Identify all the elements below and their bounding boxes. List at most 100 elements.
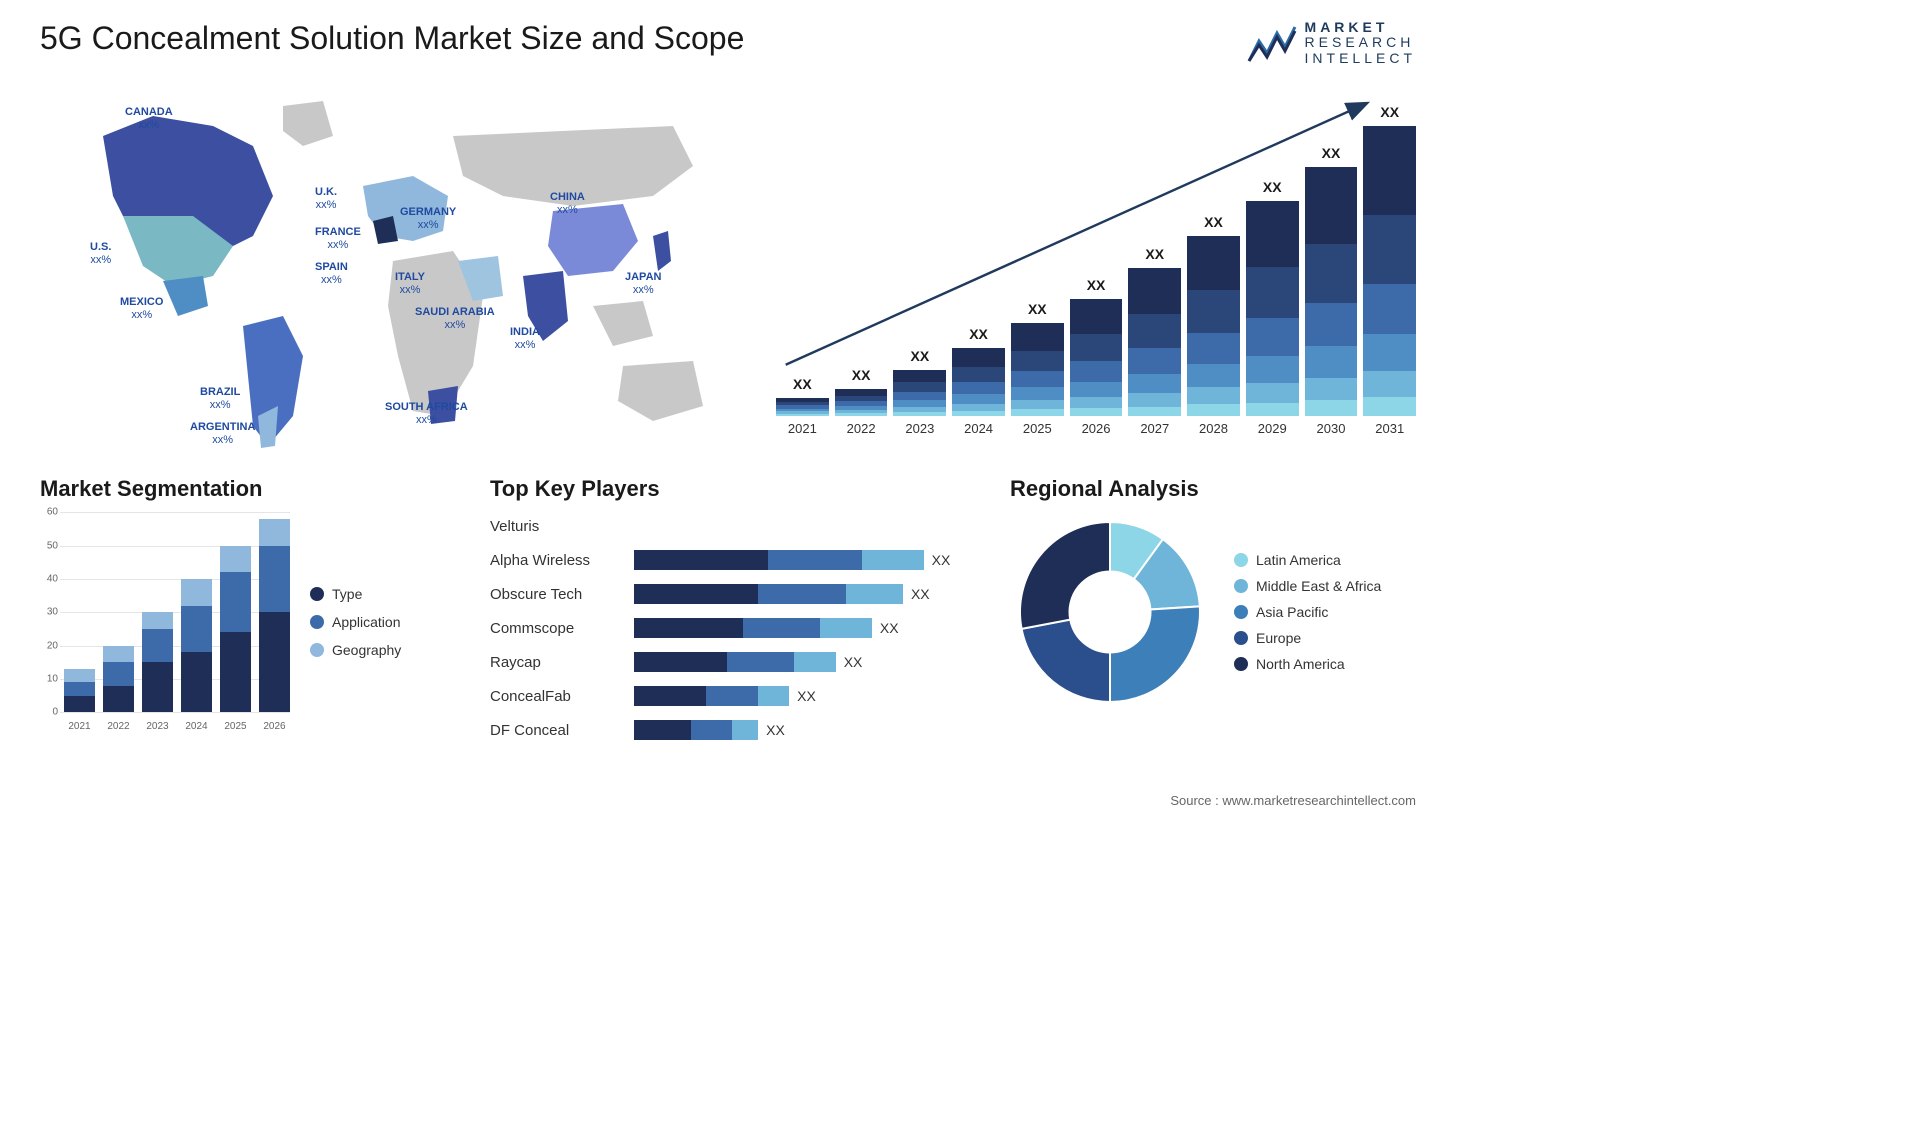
growth-bar-segment [1363,215,1416,283]
player-bar-segment [634,618,743,638]
player-bar-segment [634,584,758,604]
player-name: Raycap [490,654,620,671]
seg-bar-segment [64,669,95,682]
logo-icon [1247,23,1297,63]
growth-xlabel: 2021 [776,421,829,436]
growth-bar-segment [1128,314,1181,348]
growth-bar-segment [835,389,888,396]
growth-bar-value: XX [835,367,888,383]
player-name: ConcealFab [490,688,620,705]
growth-bar-segment [952,382,1005,394]
player-bar [634,584,903,604]
map-label: CANADAxx% [125,106,173,132]
growth-bar-segment [1305,303,1358,347]
growth-bar-value: XX [776,376,829,392]
growth-xlabel: 2023 [893,421,946,436]
logo-text-1: MARKET [1305,20,1416,35]
seg-bar-segment [64,682,95,695]
map-label: ARGENTINAxx% [190,421,255,447]
growth-bar-value: XX [1363,104,1416,120]
growth-bar-value: XX [1187,214,1240,230]
growth-bar-segment [1070,361,1123,382]
growth-bar-segment [952,348,1005,367]
seg-bar-segment [259,612,290,712]
legend-dot-icon [1234,553,1248,567]
growth-bar-segment [776,414,829,416]
growth-xlabel: 2030 [1305,421,1358,436]
growth-bar-segment [1305,167,1358,244]
seg-bar-segment [220,632,251,712]
seg-bar-segment [220,572,251,632]
growth-bar-segment [1246,267,1299,318]
donut-slice [1110,607,1200,703]
seg-xlabel: 2024 [181,721,212,732]
legend-dot-icon [310,615,324,629]
seg-bar-segment [64,696,95,713]
growth-bar-value: XX [1246,179,1299,195]
player-bar-wrap: XX [634,550,990,570]
growth-xlabel: 2029 [1246,421,1299,436]
growth-bar-segment [835,413,888,416]
growth-bar-segment [1011,400,1064,410]
brand-logo: MARKET RESEARCH INTELLECT [1247,20,1416,66]
player-bar [634,686,789,706]
player-bar-wrap: XX [634,686,990,706]
growth-bar-segment [1070,299,1123,335]
player-name: Alpha Wireless [490,552,620,569]
segmentation-title: Market Segmentation [40,476,470,502]
legend-item: Middle East & Africa [1234,578,1381,594]
seg-ylabel: 40 [47,573,58,584]
seg-xlabel: 2026 [259,721,290,732]
seg-bar [181,579,212,712]
growth-bar-segment [1246,318,1299,356]
map-label: JAPANxx% [625,271,661,297]
growth-bar-segment [1128,393,1181,407]
world-map: CANADAxx%U.S.xx%MEXICOxx%BRAZILxx%ARGENT… [40,76,746,456]
growth-bar-segment [893,370,946,382]
growth-bar: XX [1305,167,1358,416]
seg-bar [142,612,173,712]
legend-label: Application [332,614,401,630]
legend-item: North America [1234,656,1381,672]
players-title: Top Key Players [490,476,990,502]
regional-panel: Regional Analysis Latin AmericaMiddle Ea… [1010,476,1416,756]
player-bar-wrap: XX [634,618,990,638]
player-bar-segment [758,686,789,706]
regional-title: Regional Analysis [1010,476,1416,502]
player-bar-segment [768,550,861,570]
logo-text-3: INTELLECT [1305,51,1416,66]
legend-item: Geography [310,642,401,658]
player-row: DF ConcealXX [490,716,990,744]
growth-bar-segment [1011,323,1064,350]
growth-bar-segment [1305,400,1358,416]
seg-ylabel: 30 [47,607,58,618]
seg-bar-segment [103,662,134,685]
growth-bar: XX [776,398,829,416]
player-value: XX [911,586,930,602]
page-title: 5G Concealment Solution Market Size and … [40,20,744,57]
seg-bar [103,646,134,713]
player-bar-segment [758,584,846,604]
donut-slice [1022,620,1110,702]
seg-bar-segment [259,546,290,613]
growth-bar-segment [952,394,1005,404]
legend-label: Europe [1256,630,1301,646]
growth-bar-segment [893,412,946,416]
player-row: CommscopeXX [490,614,990,642]
growth-xlabel: 2026 [1070,421,1123,436]
legend-label: North America [1256,656,1345,672]
player-bar-segment [820,618,872,638]
growth-bar: XX [1070,299,1123,417]
player-bar [634,550,924,570]
player-bar [634,618,872,638]
player-bar-segment [846,584,903,604]
growth-bar-segment [952,404,1005,411]
player-name: Velturis [490,518,620,535]
player-bar-wrap: XX [634,652,990,672]
growth-bar-segment [1070,408,1123,416]
growth-bar-segment [1187,404,1240,416]
growth-xlabel: 2028 [1187,421,1240,436]
logo-text-2: RESEARCH [1305,35,1416,50]
seg-bar [259,519,290,712]
segmentation-legend: TypeApplicationGeography [310,512,401,732]
